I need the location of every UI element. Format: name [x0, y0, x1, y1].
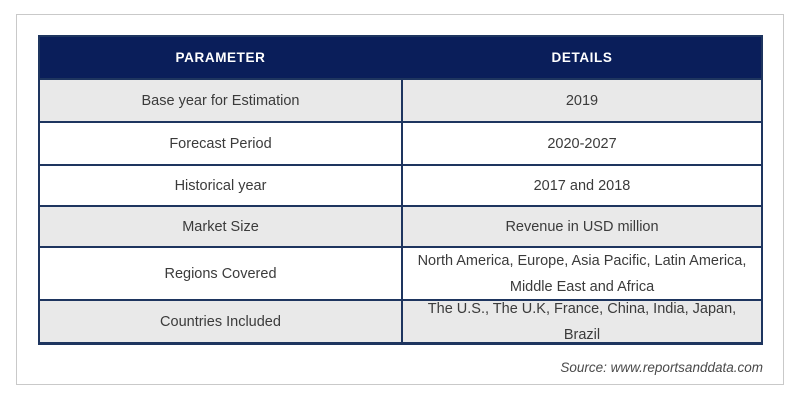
details-cell: North America, Europe, Asia Pacific, Lat…	[401, 248, 761, 299]
table-header-row: PARAMETER DETAILS	[40, 37, 761, 78]
table-row: Countries Included The U.S., The U.K, Fr…	[40, 299, 761, 343]
details-cell: Revenue in USD million	[401, 207, 761, 246]
parameter-cell: Regions Covered	[164, 265, 277, 282]
parameter-cell: Market Size	[182, 218, 259, 235]
parameter-cell: Forecast Period	[169, 135, 272, 152]
parameter-cell: Base year for Estimation	[141, 92, 300, 109]
table-row: Historical year 2017 and 2018	[40, 164, 761, 205]
table-row: Market Size Revenue in USD million	[40, 205, 761, 246]
table-row: Base year for Estimation 2019	[40, 78, 761, 121]
table-row: Regions Covered North America, Europe, A…	[40, 246, 761, 299]
details-cell: The U.S., The U.K, France, China, India,…	[401, 301, 761, 343]
parameter-cell: Historical year	[174, 177, 267, 194]
table-row: Forecast Period 2020-2027	[40, 121, 761, 164]
content-frame: PARAMETER DETAILS Base year for Estimati…	[16, 14, 784, 385]
source-attribution: Source: www.reportsanddata.com	[560, 360, 763, 375]
details-cell: 2019	[401, 80, 761, 121]
column-header-details: DETAILS	[401, 37, 761, 78]
parameter-cell: Countries Included	[160, 313, 281, 330]
details-cell: 2020-2027	[401, 123, 761, 164]
details-cell: 2017 and 2018	[401, 166, 761, 205]
report-scope-table: PARAMETER DETAILS Base year for Estimati…	[38, 35, 763, 345]
column-header-parameter: PARAMETER	[175, 49, 266, 65]
